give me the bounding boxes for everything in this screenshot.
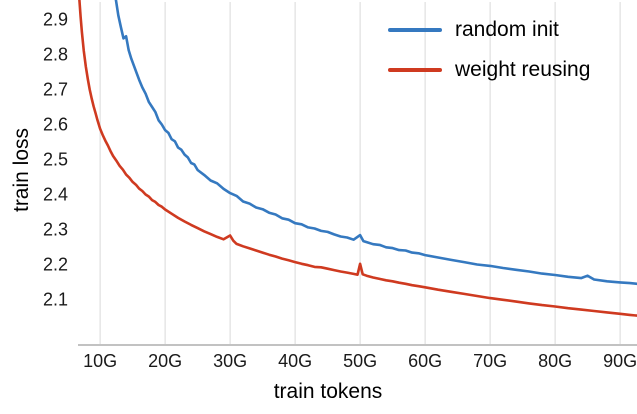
- y-tick-label: 2.6: [43, 115, 68, 135]
- x-tick-label: 50G: [343, 351, 377, 371]
- legend-label: random init: [455, 18, 559, 41]
- legend-swatch: [388, 27, 442, 32]
- series-line-random-init: [114, 0, 637, 286]
- y-tick-label: 2.1: [43, 290, 68, 310]
- x-tick-label: 40G: [278, 351, 312, 371]
- x-tick-label: 90G: [603, 351, 637, 371]
- y-tick-label: 2.2: [43, 255, 68, 275]
- legend-item: random init: [388, 18, 590, 41]
- x-tick-label: 20G: [148, 351, 182, 371]
- x-tick-label: 80G: [538, 351, 572, 371]
- legend-swatch: [388, 67, 442, 72]
- legend-item: weight reusing: [388, 58, 590, 81]
- x-tick-label: 30G: [213, 351, 247, 371]
- y-tick-label: 2.8: [43, 45, 68, 65]
- y-tick-label: 2.7: [43, 80, 68, 100]
- legend: random init weight reusing: [388, 18, 590, 81]
- y-tick-label: 2.5: [43, 150, 68, 170]
- y-tick-label: 2.4: [43, 185, 68, 205]
- y-tick-label: 2.3: [43, 220, 68, 240]
- x-axis-title: train tokens: [273, 380, 383, 403]
- x-tick-label: 60G: [408, 351, 442, 371]
- series-line-weight-reusing: [78, 0, 637, 317]
- y-tick-label: 2.9: [43, 10, 68, 30]
- y-axis-title: train loss: [10, 127, 33, 213]
- x-tick-label: 70G: [473, 351, 507, 371]
- x-tick-label: 10G: [83, 351, 117, 371]
- legend-label: weight reusing: [455, 58, 591, 82]
